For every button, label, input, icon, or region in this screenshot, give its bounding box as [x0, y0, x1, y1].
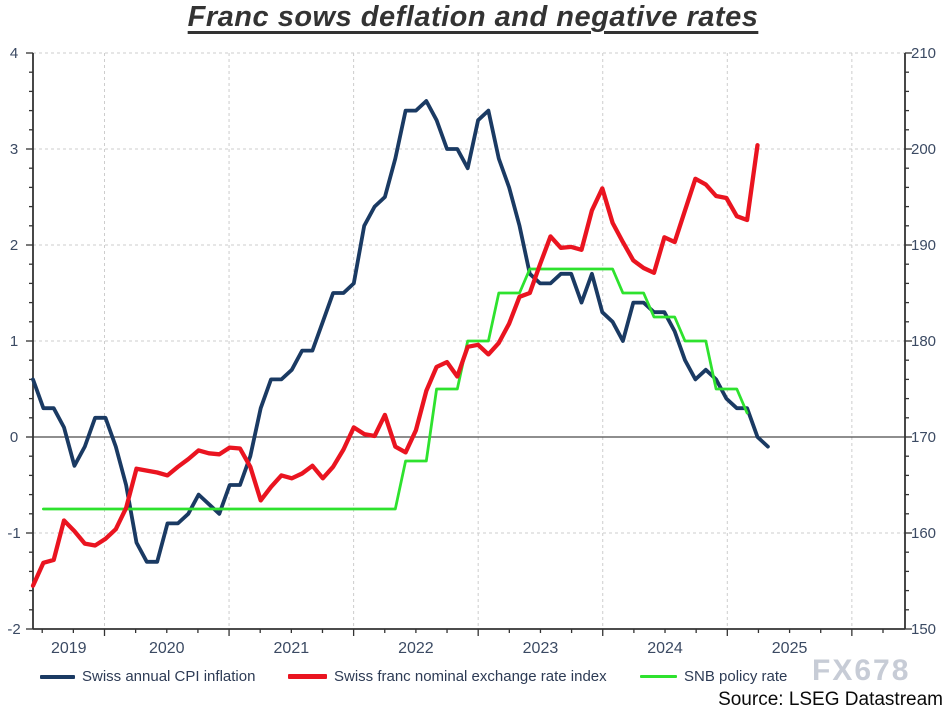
x-axis-year-label: 2024 — [647, 640, 683, 657]
right-axis-tick-label: 200 — [911, 141, 936, 158]
legend-item-franc-index: Swiss franc nominal exchange rate index — [288, 668, 607, 685]
series-line-2 — [42, 267, 749, 511]
right-axis-tick-label: 170 — [911, 429, 936, 446]
watermark: FX678 — [812, 654, 911, 687]
right-axis-tick-label: 150 — [911, 621, 936, 638]
legend-label-cpi: Swiss annual CPI inflation — [82, 668, 256, 685]
left-axis-tick-label: 2 — [10, 237, 18, 254]
right-axis-tick-label: 190 — [911, 237, 936, 254]
cpi-line-swatch — [40, 674, 75, 679]
x-axis-year-label: 2019 — [51, 640, 87, 657]
left-axis-tick-label: 4 — [10, 45, 18, 62]
x-axis-year-label: 2023 — [523, 640, 559, 657]
left-axis-tick-label: 3 — [10, 141, 18, 158]
left-axis-tick-label: -1 — [7, 525, 20, 542]
policy-rate-line-swatch — [640, 675, 677, 678]
legend-label-policy-rate: SNB policy rate — [684, 668, 788, 685]
legend-item-policy-rate: SNB policy rate — [640, 668, 787, 685]
legend-label-franc-index: Swiss franc nominal exchange rate index — [334, 668, 607, 685]
source-credit: Source: LSEG Datastream — [718, 689, 943, 709]
legend-item-cpi: Swiss annual CPI inflation — [40, 668, 255, 685]
x-axis-year-label: 2020 — [149, 640, 185, 657]
left-axis-tick-label: 1 — [10, 333, 18, 350]
left-axis-tick-label: -2 — [7, 621, 20, 638]
x-axis-year-label: 2022 — [398, 640, 434, 657]
chart-title: Franc sows deflation and negative rates — [187, 1, 759, 33]
x-axis-year-label: 2025 — [772, 640, 808, 657]
right-axis-tick-label: 160 — [911, 525, 936, 542]
series-line-1 — [30, 143, 760, 588]
right-axis-tick-label: 180 — [911, 333, 936, 350]
franc-index-line-swatch — [288, 674, 327, 679]
series-line-0 — [31, 99, 770, 564]
left-axis-tick-label: 0 — [10, 429, 18, 446]
x-axis-year-label: 2021 — [274, 640, 310, 657]
right-axis-tick-label: 210 — [911, 45, 936, 62]
